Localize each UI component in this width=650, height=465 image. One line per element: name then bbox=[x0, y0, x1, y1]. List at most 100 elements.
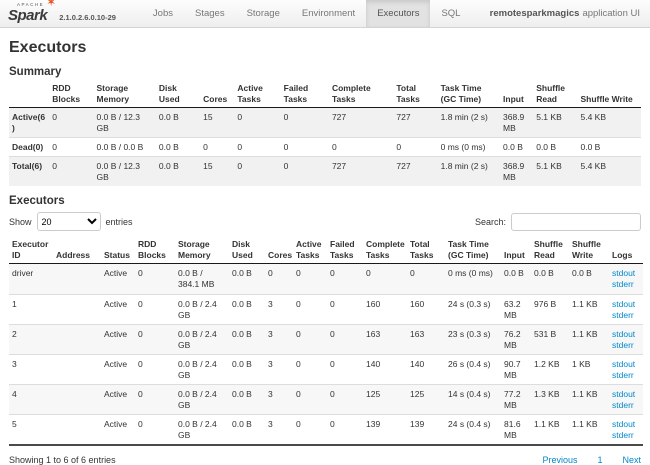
summary-body: Active(6) 0 0.0 B / 12.3 GB 0.0 B 15 0 0 727 727… bbox=[9, 107, 641, 187]
summary-row-label: Dead(0) bbox=[9, 137, 50, 157]
executor-cell: 0.0 B bbox=[229, 383, 265, 415]
summary-cell: 0 bbox=[49, 107, 94, 138]
column-header[interactable]: Shuffle Write bbox=[569, 237, 609, 265]
show-label: Show bbox=[9, 216, 32, 227]
column-header[interactable]: Address bbox=[53, 237, 101, 265]
executor-cell: 140 bbox=[407, 353, 445, 385]
stdout-link[interactable]: stdout bbox=[612, 268, 636, 279]
column-header[interactable]: Task Time (GC Time) bbox=[445, 237, 501, 265]
executor-cell: 0 bbox=[135, 263, 175, 295]
executor-cell: 77.2 MB bbox=[501, 383, 531, 415]
summary-row-label: Total(6) bbox=[9, 156, 50, 187]
column-header[interactable]: Logs bbox=[609, 237, 643, 265]
stderr-link[interactable]: stderr bbox=[612, 369, 634, 380]
summary-cell: 0.0 B / 0.0 B bbox=[93, 137, 156, 157]
summary-cell: 5.1 KB bbox=[533, 107, 578, 138]
nav-tab-sql[interactable]: SQL bbox=[441, 8, 461, 19]
column-header[interactable]: Active Tasks bbox=[293, 237, 327, 265]
stderr-link[interactable]: stderr bbox=[612, 309, 634, 320]
column-header[interactable]: Shuffle Read bbox=[533, 81, 578, 109]
column-header[interactable]: Executor ID bbox=[9, 237, 53, 265]
column-header[interactable]: Cores bbox=[200, 81, 235, 109]
apache-label: APACHE bbox=[17, 1, 45, 7]
spark-logo[interactable]: APACHE Spark ✶ bbox=[8, 0, 56, 27]
executor-cell: 0.0 B / 2.4 GB bbox=[175, 383, 229, 415]
stderr-link[interactable]: stderr bbox=[612, 399, 634, 410]
column-header[interactable]: Shuffle Write bbox=[577, 81, 641, 109]
stdout-link[interactable]: stdout bbox=[612, 298, 636, 309]
search-input[interactable] bbox=[511, 212, 641, 231]
executor-cell: 0 bbox=[363, 263, 407, 295]
executor-cell: 125 bbox=[407, 383, 445, 415]
executor-cell: 0.0 B / 2.4 GB bbox=[175, 293, 229, 325]
column-header[interactable]: Storage Memory bbox=[175, 237, 229, 265]
column-header[interactable]: Failed Tasks bbox=[327, 237, 363, 265]
column-header[interactable]: Failed Tasks bbox=[280, 81, 329, 109]
nav-tab-stages[interactable]: Stages bbox=[195, 8, 225, 19]
search-label: Search: bbox=[474, 216, 506, 227]
executor-cell: 0.0 B bbox=[501, 263, 531, 295]
summary-cell: 0.0 B bbox=[500, 137, 534, 157]
executor-cell: 0 ms (0 ms) bbox=[445, 263, 501, 295]
executor-logs-cell: stdout stderr bbox=[609, 323, 643, 355]
column-header[interactable]: Input bbox=[500, 81, 534, 109]
stdout-link[interactable]: stdout bbox=[612, 418, 636, 429]
executor-cell: 0.0 B / 384.1 MB bbox=[175, 263, 229, 295]
summary-cell: 727 bbox=[393, 156, 438, 187]
column-header[interactable] bbox=[9, 81, 50, 109]
column-header[interactable]: Input bbox=[501, 237, 531, 265]
pagination-next[interactable]: Next bbox=[622, 454, 641, 465]
nav-tab-storage[interactable]: Storage bbox=[246, 8, 280, 19]
executor-cell: 139 bbox=[407, 413, 445, 445]
column-header[interactable]: Active Tasks bbox=[234, 81, 281, 109]
column-header[interactable]: Cores bbox=[265, 237, 293, 265]
executor-cell: 14 s (0.4 s) bbox=[445, 383, 501, 415]
column-header[interactable]: Task Time (GC Time) bbox=[437, 81, 501, 109]
nav-tab-environment[interactable]: Environment bbox=[301, 8, 356, 19]
column-header[interactable]: Complete Tasks bbox=[328, 81, 394, 109]
executor-cell: driver bbox=[9, 263, 53, 295]
executor-cell: 4 bbox=[9, 383, 53, 415]
summary-cell: 0.0 B bbox=[155, 137, 201, 157]
stdout-link[interactable]: stdout bbox=[612, 328, 636, 339]
column-header[interactable]: Disk Used bbox=[229, 237, 265, 265]
column-header[interactable]: RDD Blocks bbox=[49, 81, 94, 109]
column-header[interactable]: Shuffle Read bbox=[531, 237, 569, 265]
nav-tab-executors[interactable]: Executors bbox=[366, 0, 431, 27]
executor-cell: 125 bbox=[363, 383, 407, 415]
column-header[interactable]: Total Tasks bbox=[407, 237, 445, 265]
summary-cell: 1.8 min (2 s) bbox=[437, 156, 501, 187]
pagination-previous[interactable]: Previous bbox=[542, 454, 578, 465]
stderr-link[interactable]: stderr bbox=[612, 279, 634, 290]
page-size-select[interactable]: 20 bbox=[36, 212, 101, 232]
column-header[interactable]: Disk Used bbox=[155, 81, 201, 109]
executor-cell: 24 s (0.3 s) bbox=[445, 293, 501, 325]
stdout-link[interactable]: stdout bbox=[612, 388, 636, 399]
column-header[interactable]: Status bbox=[101, 237, 135, 265]
stderr-link[interactable]: stderr bbox=[612, 429, 634, 440]
executor-cell: 1.1 KB bbox=[569, 323, 609, 355]
column-header[interactable]: Storage Memory bbox=[93, 81, 156, 109]
summary-cell: 0 bbox=[280, 137, 329, 157]
executor-cell: Active bbox=[101, 353, 135, 385]
app-title-suffix: application UI bbox=[582, 8, 640, 19]
nav-tab-jobs[interactable]: Jobs bbox=[152, 8, 173, 19]
executor-cell: 0 bbox=[135, 413, 175, 445]
column-header[interactable]: Total Tasks bbox=[393, 81, 438, 109]
executor-cell: 0.0 B bbox=[229, 353, 265, 385]
executor-row: 3 Active 0 0.0 B / 2.4 GB 0.0 B 3 0 0 140 140 26 s… bbox=[9, 353, 643, 385]
stderr-link[interactable]: stderr bbox=[612, 339, 634, 350]
executor-logs-cell: stdout stderr bbox=[609, 293, 643, 325]
executor-cell bbox=[53, 383, 101, 415]
executor-cell: 1.1 KB bbox=[569, 293, 609, 325]
summary-cell: 0.0 B bbox=[155, 156, 201, 187]
stdout-link[interactable]: stdout bbox=[612, 358, 636, 369]
executor-cell: 81.6 MB bbox=[501, 413, 531, 445]
summary-cell: 0.0 B bbox=[577, 137, 641, 157]
executor-cell: 0 bbox=[327, 323, 363, 355]
executor-row: 4 Active 0 0.0 B / 2.4 GB 0.0 B 3 0 0 125 125 14 s… bbox=[9, 383, 643, 415]
pagination-page-1[interactable]: 1 bbox=[597, 454, 603, 465]
column-header[interactable]: RDD Blocks bbox=[135, 237, 175, 265]
column-header[interactable]: Complete Tasks bbox=[363, 237, 407, 265]
